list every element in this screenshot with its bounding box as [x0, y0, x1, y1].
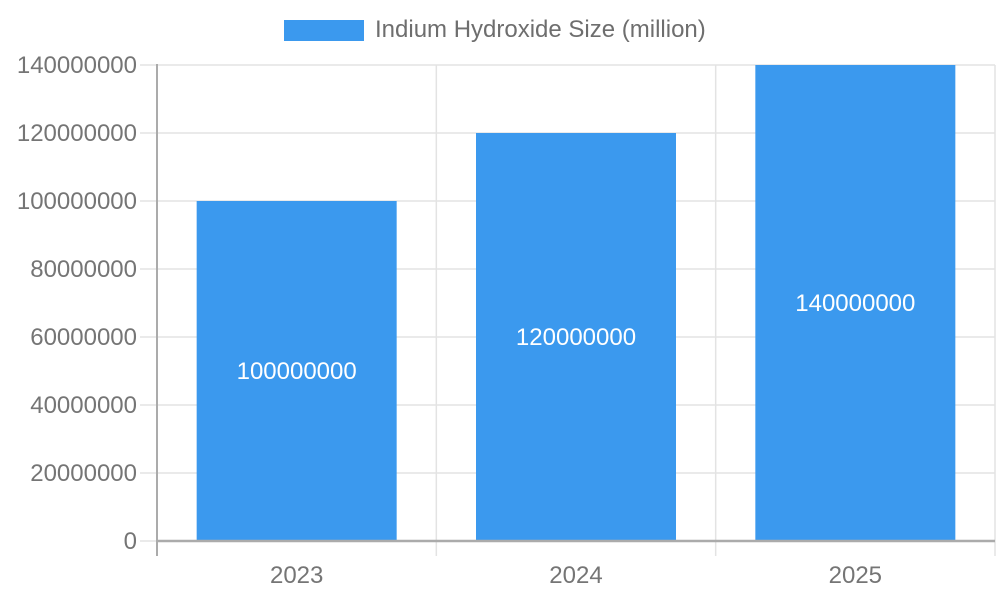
- y-tick-label: 20000000: [30, 460, 137, 487]
- y-tick-label: 100000000: [17, 188, 137, 215]
- bar-value-label: 140000000: [795, 290, 915, 317]
- x-tick-label: 2023: [270, 562, 323, 589]
- legend[interactable]: Indium Hydroxide Size (million): [284, 17, 706, 43]
- y-tick-label: 0: [124, 528, 137, 555]
- legend-label: Indium Hydroxide Size (million): [375, 16, 706, 43]
- y-tick-label: 40000000: [30, 392, 137, 419]
- bar-2023: [196, 201, 397, 541]
- x-tick-label: 2024: [549, 562, 602, 589]
- legend-swatch: [284, 19, 364, 41]
- y-tick-label: 120000000: [17, 120, 137, 147]
- bar-value-label: 100000000: [237, 358, 357, 385]
- bar-2025: [755, 65, 956, 541]
- bar-value-label: 120000000: [516, 324, 636, 351]
- x-tick-label: 2025: [829, 562, 882, 589]
- y-tick-label: 140000000: [17, 52, 137, 79]
- y-tick-label: 80000000: [30, 256, 137, 283]
- bar-2024: [476, 133, 676, 541]
- y-tick-label: 60000000: [30, 324, 137, 351]
